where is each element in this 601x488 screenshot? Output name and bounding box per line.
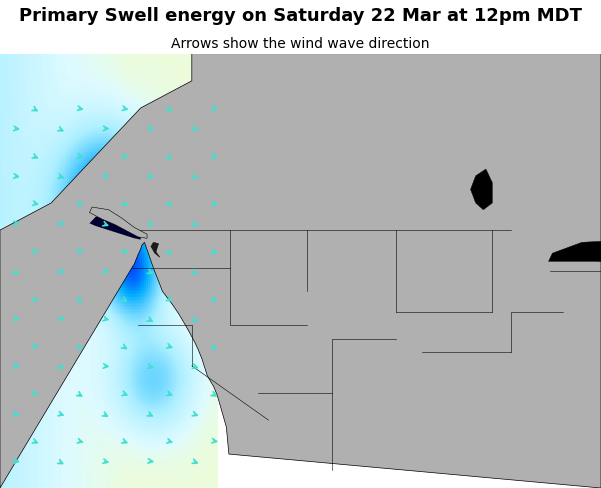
Polygon shape	[90, 217, 141, 240]
Text: Primary Swell energy on Saturday 22 Mar at 12pm MDT: Primary Swell energy on Saturday 22 Mar …	[19, 7, 582, 25]
Text: Arrows show the wind wave direction: Arrows show the wind wave direction	[171, 37, 430, 51]
Polygon shape	[90, 207, 147, 238]
Polygon shape	[549, 241, 601, 264]
Polygon shape	[471, 169, 492, 210]
Polygon shape	[0, 54, 601, 488]
Polygon shape	[151, 243, 160, 257]
